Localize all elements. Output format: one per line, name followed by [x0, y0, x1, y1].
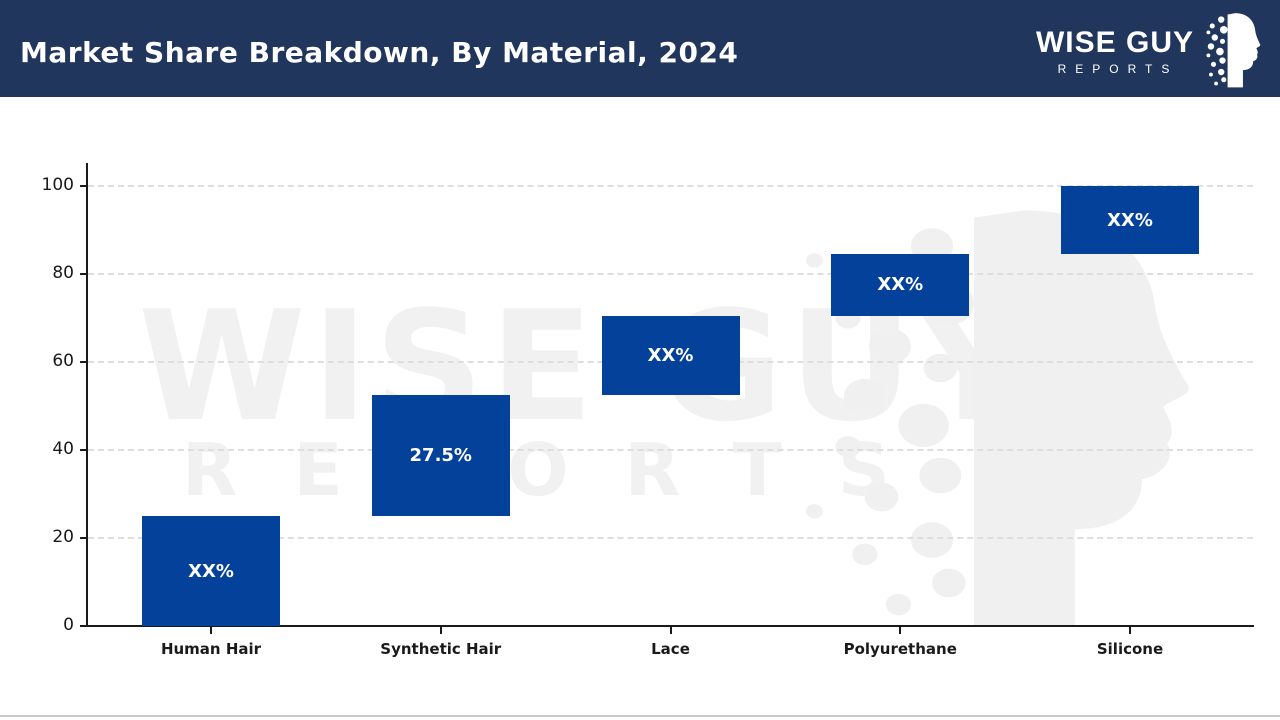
- x-tick-label: Synthetic Hair: [380, 640, 502, 658]
- header-banner: Market Share Breakdown, By Material, 202…: [0, 0, 1280, 97]
- y-tick-label: 40: [52, 439, 74, 459]
- x-tick-label: Human Hair: [160, 640, 262, 658]
- bar-lace: XX%: [601, 315, 740, 395]
- y-tick-mark: [80, 185, 88, 187]
- logo-wordmark-line2: REPORTS: [1057, 62, 1179, 76]
- wiseguy-face-logo-icon: [1206, 13, 1261, 88]
- wiseguy-logo: WISE GUY REPORTS: [1016, 8, 1266, 92]
- y-tick-label: 80: [52, 263, 74, 283]
- y-tick-label: 100: [41, 175, 74, 195]
- y-tick-mark: [80, 625, 88, 627]
- y-tick-mark: [80, 273, 88, 275]
- y-tick-mark: [80, 449, 88, 451]
- y-tick-mark: [80, 537, 88, 539]
- bar-value-label: XX%: [877, 274, 924, 296]
- bar-synthetic-hair: 27.5%: [371, 395, 510, 516]
- bar-value-label: 27.5%: [409, 445, 472, 466]
- grid-line: [88, 273, 1253, 275]
- page-title: Market Share Breakdown, By Material, 202…: [20, 36, 739, 69]
- bar-human-hair: XX%: [142, 516, 280, 626]
- bottom-divider: [0, 715, 1280, 717]
- y-tick-label: 60: [52, 351, 74, 371]
- x-tick-label: Polyurethane: [843, 640, 957, 658]
- x-tick-mark: [439, 626, 442, 634]
- y-tick-mark: [80, 361, 88, 363]
- x-tick-label: Lace: [651, 640, 690, 658]
- grid-line: [88, 449, 1253, 451]
- x-tick-label: Silicone: [1096, 640, 1164, 658]
- x-tick-mark: [899, 626, 902, 634]
- bar-silicone: XX%: [1061, 186, 1199, 255]
- logo-wordmark: WISE GUY REPORTS: [1036, 26, 1194, 76]
- y-axis-line: [86, 163, 88, 627]
- y-tick-label: 20: [52, 527, 74, 547]
- y-tick-label: 0: [63, 615, 74, 635]
- x-tick-mark: [1129, 626, 1131, 634]
- x-tick-mark: [669, 626, 672, 634]
- grid-line: [88, 185, 1253, 187]
- logo-wordmark-line1: WISE GUY: [1035, 26, 1194, 59]
- bar-value-label: XX%: [188, 560, 234, 582]
- x-tick-mark: [210, 626, 212, 634]
- grid-line: [88, 537, 1253, 539]
- bar-polyurethane: XX%: [831, 254, 970, 316]
- bar-value-label: XX%: [1107, 209, 1153, 231]
- bar-value-label: XX%: [647, 344, 694, 366]
